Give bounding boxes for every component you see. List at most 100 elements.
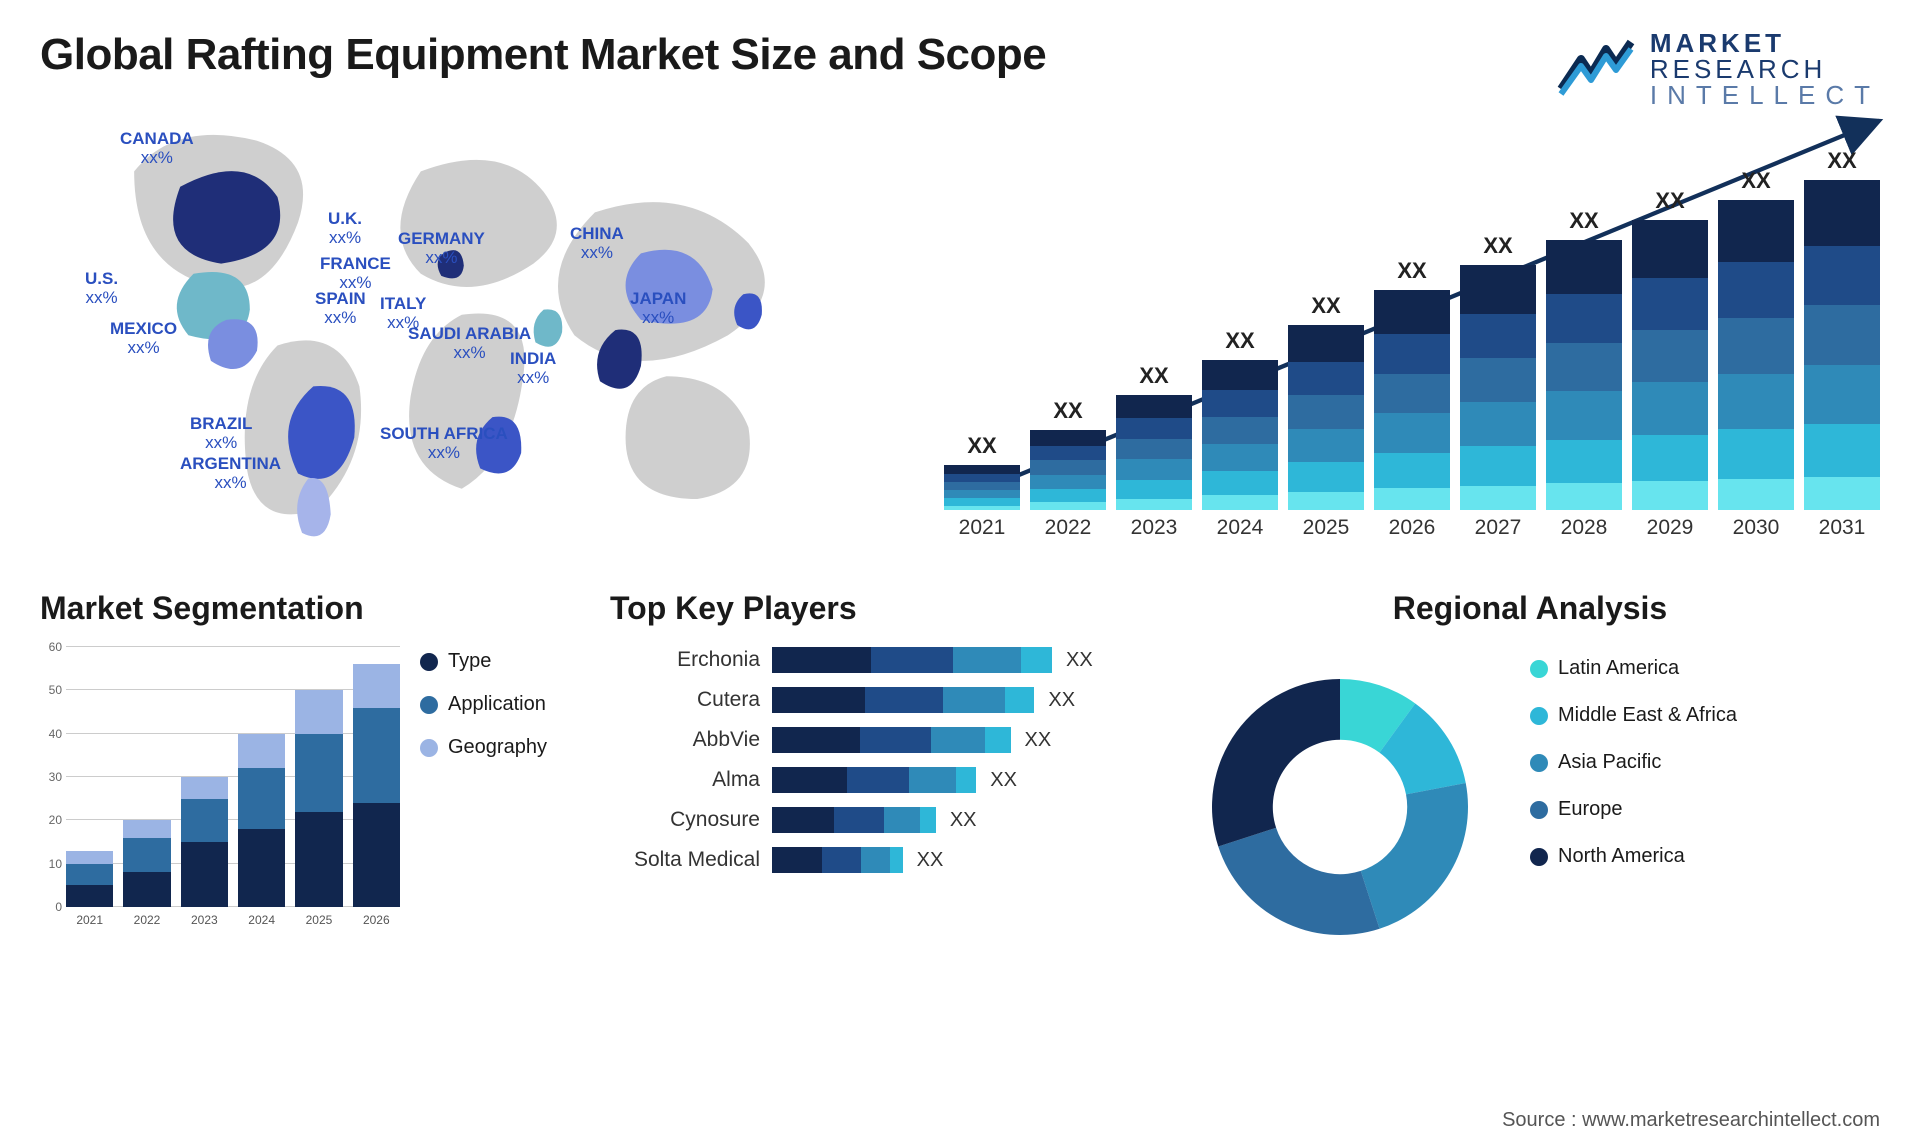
seg-y-tick: 40	[49, 727, 62, 741]
growth-bar-label: XX	[1827, 148, 1856, 174]
seg-bar	[295, 690, 342, 907]
player-name: Solta Medical	[610, 848, 760, 872]
player-bar	[772, 647, 1052, 673]
player-value: XX	[950, 809, 977, 832]
growth-bar: XX	[1804, 180, 1880, 510]
map-label: GERMANYxx%	[398, 230, 485, 267]
logo-line2: RESEARCH	[1650, 56, 1880, 82]
growth-x-label: 2021	[944, 516, 1020, 540]
growth-bar-label: XX	[1483, 233, 1512, 259]
map-label: MEXICOxx%	[110, 320, 177, 357]
seg-bar	[353, 664, 400, 907]
growth-x-label: 2030	[1718, 516, 1794, 540]
player-row: Cynosure XX	[610, 807, 1130, 833]
seg-x-label: 2026	[353, 913, 400, 927]
seg-x-label: 2023	[181, 913, 228, 927]
brand-logo: MARKET RESEARCH INTELLECT	[1556, 30, 1880, 108]
growth-bar: XX	[1288, 325, 1364, 510]
players-panel: Top Key Players Erchonia XX CuteraXX AbbVie…	[610, 590, 1130, 970]
donut-legend-item: Latin America	[1530, 657, 1737, 680]
growth-bar-label: XX	[1139, 363, 1168, 389]
donut-legend-item: North America	[1530, 845, 1737, 868]
seg-x-label: 2022	[123, 913, 170, 927]
player-bar	[772, 767, 976, 793]
player-value: XX	[990, 769, 1017, 792]
player-bar	[772, 847, 903, 873]
donut-title: Regional Analysis	[1180, 590, 1880, 627]
growth-x-label: 2025	[1288, 516, 1364, 540]
growth-bar-label: XX	[967, 433, 996, 459]
player-bar	[772, 687, 1034, 713]
growth-x-label: 2031	[1804, 516, 1880, 540]
growth-bar-label: XX	[1655, 188, 1684, 214]
growth-bar-label: XX	[1741, 168, 1770, 194]
growth-bar: XX	[1546, 240, 1622, 510]
seg-x-label: 2021	[66, 913, 113, 927]
map-label: SPAINxx%	[315, 290, 366, 327]
growth-chart: XXXXXXXXXXXXXXXXXXXXXX 20212022202320242…	[944, 110, 1880, 540]
donut-slice	[1212, 679, 1340, 847]
player-bar	[772, 727, 1011, 753]
growth-bar-label: XX	[1053, 398, 1082, 424]
logo-line1: MARKET	[1650, 30, 1880, 56]
growth-bar: XX	[1460, 265, 1536, 510]
source-attribution: Source : www.marketresearchintellect.com	[1502, 1109, 1880, 1132]
seg-legend-item: Geography	[420, 736, 547, 759]
seg-bar	[238, 734, 285, 907]
growth-bar-label: XX	[1397, 258, 1426, 284]
player-value: XX	[917, 849, 944, 872]
growth-x-label: 2022	[1030, 516, 1106, 540]
growth-x-label: 2028	[1546, 516, 1622, 540]
map-label: CHINAxx%	[570, 225, 624, 262]
map-label: U.S.xx%	[85, 270, 118, 307]
seg-y-tick: 50	[49, 683, 62, 697]
map-label: FRANCExx%	[320, 255, 391, 292]
growth-bar: XX	[1632, 220, 1708, 510]
logo-icon	[1556, 34, 1636, 104]
growth-bar: XX	[1116, 395, 1192, 510]
growth-bar: XX	[1030, 430, 1106, 510]
map-label: ARGENTINAxx%	[180, 455, 281, 492]
world-map-panel: CANADAxx%U.S.xx%MEXICOxx%BRAZILxx%ARGENT…	[40, 110, 904, 540]
player-row: CuteraXX	[610, 687, 1130, 713]
seg-y-tick: 30	[49, 770, 62, 784]
growth-bar-label: XX	[1311, 293, 1340, 319]
segmentation-panel: Market Segmentation 0102030405060 202120…	[40, 590, 560, 970]
player-value: XX	[1066, 649, 1093, 672]
segmentation-title: Market Segmentation	[40, 590, 560, 627]
growth-bar: XX	[1718, 200, 1794, 510]
seg-y-tick: 60	[49, 640, 62, 654]
seg-bar	[66, 851, 113, 907]
map-label: JAPANxx%	[630, 290, 686, 327]
growth-x-label: 2027	[1460, 516, 1536, 540]
map-label: SOUTH AFRICAxx%	[380, 425, 508, 462]
player-name: Erchonia	[610, 648, 760, 672]
growth-x-label: 2024	[1202, 516, 1278, 540]
growth-bar: XX	[1374, 290, 1450, 510]
growth-x-label: 2029	[1632, 516, 1708, 540]
players-title: Top Key Players	[610, 590, 1130, 627]
player-row: Erchonia XX	[610, 647, 1130, 673]
seg-x-label: 2024	[238, 913, 285, 927]
seg-legend-item: Application	[420, 693, 547, 716]
player-bar	[772, 807, 936, 833]
seg-y-tick: 0	[55, 900, 62, 914]
seg-bar	[181, 777, 228, 907]
seg-x-label: 2025	[295, 913, 342, 927]
player-row: AbbVieXX	[610, 727, 1130, 753]
logo-line3: INTELLECT	[1650, 82, 1880, 108]
player-name: Alma	[610, 768, 760, 792]
segmentation-chart: 0102030405060 202120222023202420252026	[40, 647, 400, 927]
donut-legend-item: Europe	[1530, 798, 1737, 821]
map-label: CANADAxx%	[120, 130, 194, 167]
growth-x-label: 2023	[1116, 516, 1192, 540]
page-title: Global Rafting Equipment Market Size and…	[40, 30, 1046, 80]
donut-legend-item: Middle East & Africa	[1530, 704, 1737, 727]
donut-slice	[1361, 783, 1468, 929]
growth-bar: XX	[944, 465, 1020, 510]
map-label: U.K.xx%	[328, 210, 362, 247]
player-name: Cynosure	[610, 808, 760, 832]
donut-chart	[1180, 647, 1500, 967]
growth-x-label: 2026	[1374, 516, 1450, 540]
donut-slice	[1218, 828, 1379, 935]
